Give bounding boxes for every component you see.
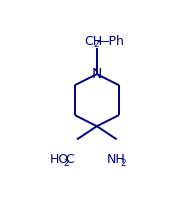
Text: N: N: [92, 67, 102, 81]
Text: —Ph: —Ph: [96, 34, 124, 48]
Text: 2: 2: [63, 158, 69, 167]
Text: CH: CH: [84, 34, 103, 48]
Text: 2: 2: [94, 40, 99, 49]
Text: HO: HO: [49, 152, 68, 165]
Text: NH: NH: [106, 152, 125, 165]
Text: 2: 2: [121, 158, 126, 167]
Text: C: C: [66, 152, 74, 165]
